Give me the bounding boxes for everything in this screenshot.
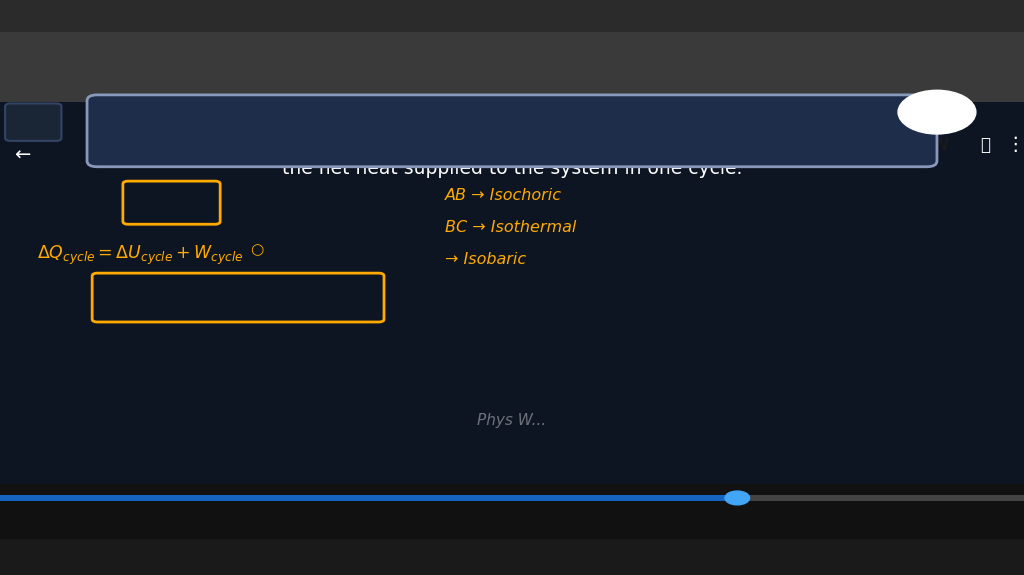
Text: ⛶: ⛶ [980,136,990,154]
Text: ▶: ▶ [75,538,86,552]
Text: the net heat supplied to the system in one cycle.: the net heat supplied to the system in o… [282,159,742,178]
Text: 2: 2 [640,378,650,396]
Text: BOL DO NA ZARA - You...: BOL DO NA ZARA - You... [520,25,631,34]
Text: $\Delta Q_{cycle} = \Delta U_{cycle} + W_{cycle}$: $\Delta Q_{cycle} = \Delta U_{cycle} + W… [37,243,244,267]
Text: A: A [724,386,737,404]
Text: 300K: 300K [719,501,756,516]
Text: Arjuna JEE 2023 - Physics W...: Arjuna JEE 2023 - Physics W... [680,25,814,34]
Text: Translate: Translate [530,79,568,89]
Text: AB → Isochoric: AB → Isochoric [445,187,562,202]
Text: V: V [652,145,666,163]
Text: 5: 5 [640,240,650,259]
Text: ←: ← [13,145,30,164]
Text: Physics Wallah: Physics Wallah [370,25,436,34]
Text: Physics Wallah: Physics Wallah [230,25,297,34]
Text: B: B [918,389,930,407]
Text: 2:30:44: 2:30:44 [880,516,928,530]
Text: T: T [969,469,979,487]
Text: 12:13 AM: 12:13 AM [961,545,1007,555]
Text: pw.live/study/batches/arjuna-jee-2023-426578/subjects/physics-250792/subject-det: pw.live/study/batches/arjuna-jee-2023-42… [200,59,824,68]
Text: → Isobaric: → Isobaric [445,251,526,266]
Text: Gmail: Gmail [410,79,434,89]
Text: Arjuna JEE 2023 - Physics W...: Arjuna JEE 2023 - Physics W... [60,25,194,34]
Text: PW: PW [922,137,950,152]
Text: ⋮: ⋮ [1005,136,1024,155]
Text: Figure shows V-T diagram of a cyclic process on two moles of an ideal gas. Find: Figure shows V-T diagram of a cyclic pro… [140,139,884,158]
Text: n = 2: n = 2 [141,197,199,217]
Text: $\Delta Q_{cycle} = W_{cycle}$: $\Delta Q_{cycle} = W_{cycle}$ [126,292,254,315]
Text: BC → Isothermal: BC → Isothermal [445,220,577,235]
Text: 500K: 500K [893,501,931,516]
Text: Filo Student: World'...: Filo Student: World'... [290,79,380,89]
Text: 1:58:39: 1:58:39 [55,516,103,530]
Text: planer: planer [170,79,197,89]
Text: 17-01-2023: 17-01-2023 [961,555,1017,565]
Text: ⏭: ⏭ [115,538,123,552]
Text: ⏮: ⏮ [30,538,38,552]
Text: 21°C  ^  🔔  ENG: 21°C ^ 🔔 ENG [870,550,947,560]
Text: Arjuna JEE 2023 - P...: Arjuna JEE 2023 - P... [50,79,137,89]
Text: Phys W...: Phys W... [477,412,547,427]
Text: C: C [918,231,929,249]
Text: ○: ○ [250,243,263,258]
